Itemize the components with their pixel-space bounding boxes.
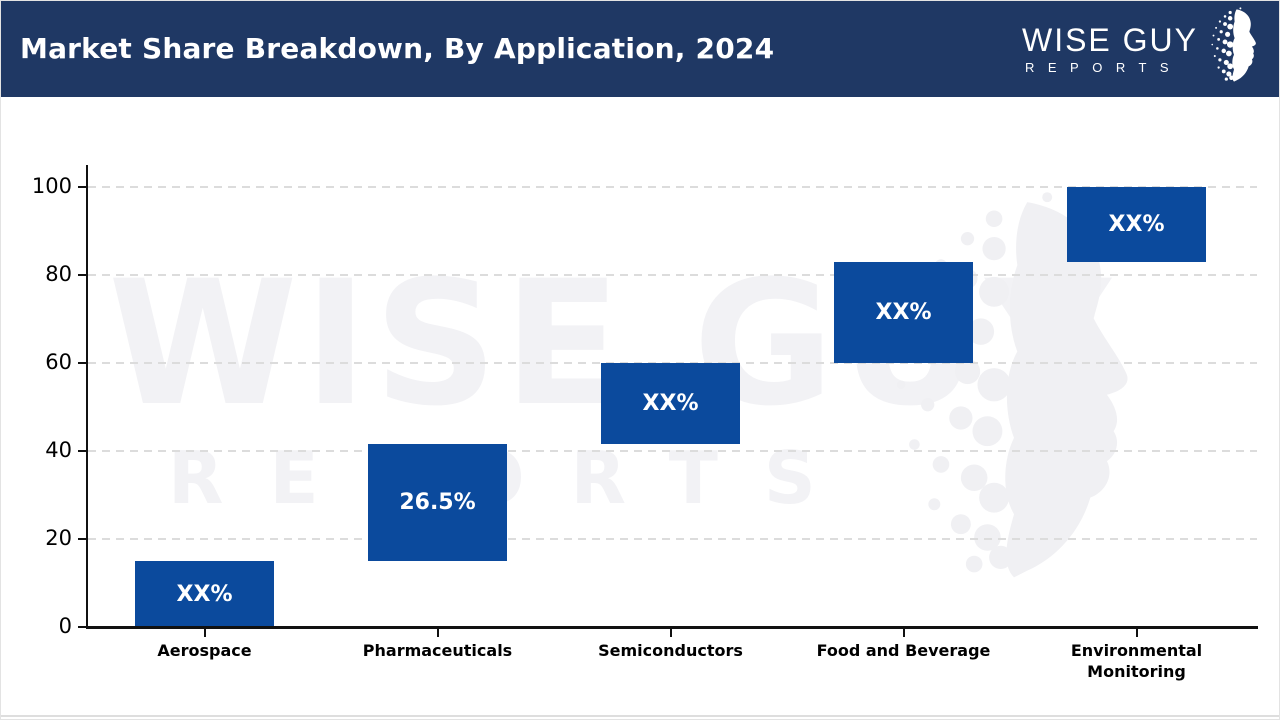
- gridline: [88, 450, 1257, 452]
- bar-value-label: XX%: [176, 581, 233, 607]
- x-axis-category-label: Aerospace: [157, 641, 252, 660]
- y-axis-tick-mark: [78, 538, 87, 540]
- y-axis-tick-label: 100: [31, 174, 72, 198]
- bar-pharmaceuticals: 26.5%: [368, 444, 507, 561]
- x-axis-tick-mark: [203, 628, 206, 637]
- bar-environmental-monitoring: XX%: [1067, 187, 1206, 262]
- x-axis-tick-mark: [902, 628, 905, 637]
- x-axis-category-label: Semiconductors: [598, 641, 743, 660]
- figure-bottom-border: [0, 715, 1280, 717]
- y-axis-tick-label: 80: [45, 262, 72, 286]
- y-axis-tick-mark: [78, 362, 87, 364]
- page-title: Market Share Breakdown, By Application, …: [20, 32, 775, 65]
- bar-aerospace: XX%: [135, 561, 274, 627]
- x-axis-category-label: Pharmaceuticals: [362, 641, 513, 660]
- plot-area: 0 20 40 60 80 100 XX% Aerospace 26.5% Pharmaceuti…: [0, 97, 1280, 720]
- x-axis-tick-mark: [436, 628, 439, 637]
- y-axis-tick-label: 0: [58, 614, 72, 638]
- bar-value-label: XX%: [1108, 211, 1165, 237]
- brand-subtitle: REPORTS: [1024, 59, 1183, 75]
- y-axis-tick-mark: [78, 274, 87, 276]
- brand-logo: WISE GUY REPORTS: [1022, 6, 1266, 91]
- gridline: [88, 274, 1257, 276]
- bar-food-and-beverage: XX%: [834, 261, 973, 363]
- bar-value-label: XX%: [875, 299, 932, 325]
- y-axis-tick-mark: [78, 626, 87, 628]
- gridline: [88, 186, 1257, 188]
- x-axis-tick-mark: [1135, 628, 1138, 637]
- brand-name: WISE GUY: [1021, 21, 1198, 58]
- x-axis-category-label: Food and Beverage: [816, 641, 991, 660]
- gridline: [88, 538, 1257, 540]
- y-axis-tick-mark: [78, 450, 87, 452]
- header-bar: Market Share Breakdown, By Application, …: [0, 0, 1280, 97]
- x-axis-category-label: Environmental Monitoring: [1070, 641, 1203, 681]
- y-axis-tick-mark: [78, 186, 87, 188]
- dotted-head-profile-icon: [1211, 6, 1256, 82]
- bar-value-label: XX%: [642, 391, 699, 417]
- y-axis-tick-label: 40: [45, 438, 72, 462]
- bar-value-label: 26.5%: [399, 490, 476, 516]
- bar-semiconductors: XX%: [601, 363, 740, 445]
- y-axis-tick-label: 20: [45, 526, 72, 550]
- y-axis-line: [86, 165, 88, 627]
- brand-logo-text: WISE GUY REPORTS: [1022, 24, 1198, 74]
- x-axis-line: [86, 626, 1258, 629]
- x-axis-tick-mark: [669, 628, 672, 637]
- y-axis-tick-label: 60: [45, 350, 72, 374]
